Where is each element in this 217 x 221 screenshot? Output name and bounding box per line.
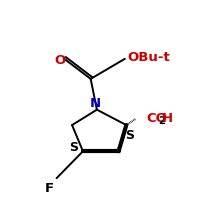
Text: F: F — [44, 182, 53, 195]
Text: H: H — [162, 112, 173, 126]
Text: CO: CO — [146, 112, 167, 126]
Text: 2: 2 — [158, 116, 165, 126]
Text: S: S — [69, 141, 78, 154]
Text: N: N — [90, 97, 101, 110]
Text: O: O — [54, 54, 65, 67]
Text: S: S — [125, 129, 134, 142]
Text: OBu-t: OBu-t — [127, 51, 170, 64]
